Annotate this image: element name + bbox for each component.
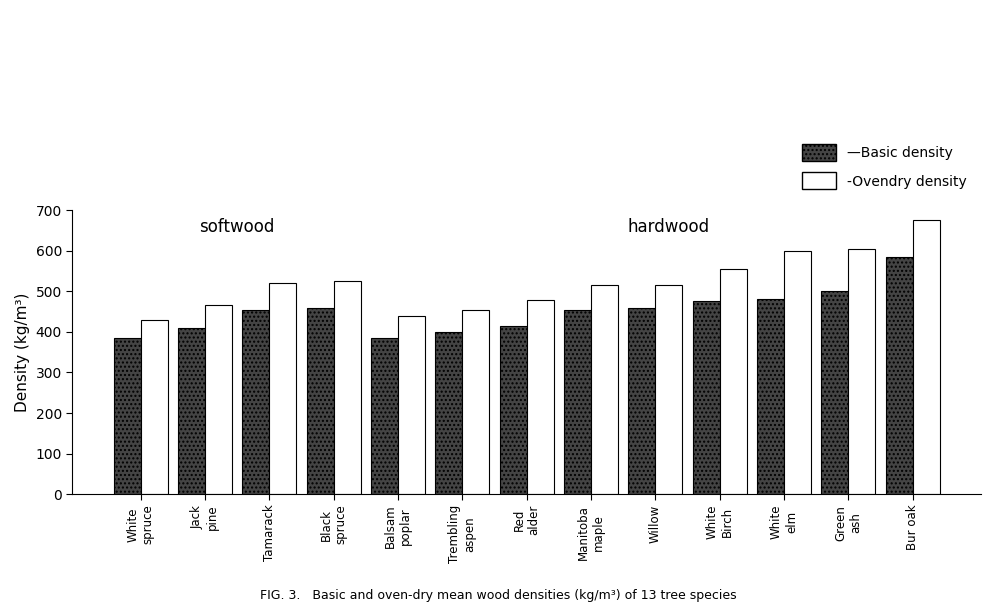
Bar	[307, 308, 334, 494]
Text: FIG. 3.   Basic and oven-dry mean wood densities (kg/m³) of 13 tree species: FIG. 3. Basic and oven-dry mean wood den…	[260, 589, 736, 602]
Bar	[435, 332, 462, 494]
Bar	[692, 302, 720, 494]
Text: softwood: softwood	[199, 219, 275, 237]
Bar	[885, 257, 912, 494]
Bar	[564, 309, 591, 494]
Bar	[371, 338, 398, 494]
Bar	[205, 305, 232, 494]
Bar	[269, 283, 297, 494]
Bar	[655, 285, 682, 494]
Bar	[591, 285, 619, 494]
Bar	[849, 249, 875, 494]
Bar	[822, 291, 849, 494]
Bar	[527, 300, 554, 494]
Legend: —Basic density, -Ovendry density: —Basic density, -Ovendry density	[795, 137, 974, 196]
Y-axis label: Density (kg/m³): Density (kg/m³)	[15, 293, 30, 412]
Bar	[114, 338, 140, 494]
Bar	[178, 328, 205, 494]
Bar	[720, 269, 747, 494]
Bar	[784, 250, 811, 494]
Bar	[912, 220, 939, 494]
Bar	[398, 317, 425, 494]
Bar	[334, 281, 361, 494]
Bar	[757, 299, 784, 494]
Bar	[500, 326, 527, 494]
Text: hardwood: hardwood	[627, 219, 709, 237]
Bar	[242, 309, 269, 494]
Bar	[628, 308, 655, 494]
Bar	[140, 320, 167, 494]
Bar	[462, 309, 489, 494]
